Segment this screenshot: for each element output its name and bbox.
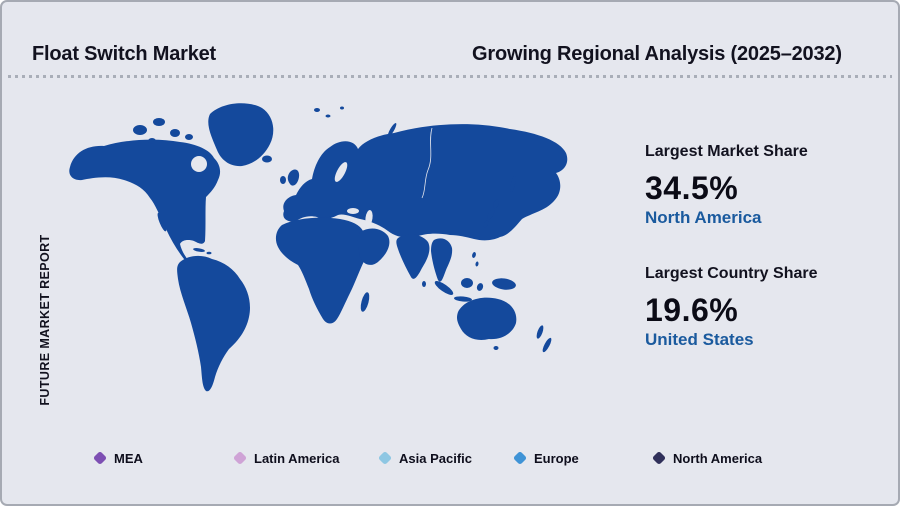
hudson-bay [191,156,207,172]
market-title: Float Switch Market [32,43,217,65]
stat-country-share: Largest Country Share 19.6% United State… [645,265,895,349]
africa-shape [275,217,377,324]
caspian-sea [365,210,373,226]
cuba-island [193,248,205,252]
stat-region: North America [645,208,762,227]
baltic-sea [334,162,348,182]
legend-item-asia-pacific: Asia Pacific [377,449,472,467]
arabia-shape [357,228,390,265]
stat-label: Largest Market Share [645,143,808,160]
ural-border-line [421,127,433,199]
south-america-shape [177,255,250,392]
landmasses [69,103,568,392]
new-zealand-island [542,337,552,353]
arctic-island [185,134,193,140]
sri-lanka-island [422,281,426,287]
indochina-shape [431,238,453,282]
dotted-divider [8,75,892,78]
sulawesi-island [476,283,484,291]
new-zealand-island [536,325,544,339]
borneo-island [461,278,473,288]
sakhalin-island [510,176,516,192]
tasmania-island [493,346,499,350]
svalbard-island [325,114,331,118]
arctic-island [148,138,156,144]
legend-item-latin-america: Latin America [232,449,340,467]
arctic-island [153,118,165,126]
analysis-title: Growing Regional Analysis (2025–2032) [472,43,842,65]
novaya-zemlya [387,123,397,137]
stat-region: United States [645,330,754,349]
stat-market-share: Largest Market Share 34.5% North America [645,143,895,227]
legend-label: MEA [114,450,143,466]
brand-watermark: FUTURE MARKET REPORT [38,234,52,406]
legend-item-europe: Europe [512,449,579,467]
hispaniola-island [206,251,212,255]
sumatra-island [434,281,454,295]
legend-dot [512,450,528,466]
uk-shape [287,169,300,186]
japan-island [483,220,489,228]
legend-label: Latin America [254,450,340,466]
world-map [69,103,568,392]
svalbard-island [340,106,344,110]
legend-item-mea: MEA [92,449,143,467]
japan-island [493,199,499,209]
java-island [454,296,472,302]
ireland-shape [280,176,286,184]
legend-label: Asia Pacific [399,450,472,466]
japan-island [487,208,495,220]
black-sea [347,208,359,214]
madagascar-shape [360,292,370,312]
legend-dot [232,450,248,466]
stat-value: 34.5% [645,170,739,206]
legend-label: Europe [534,450,579,466]
baja-peninsula [157,212,167,232]
australia-shape [457,297,517,340]
north-america-shape [69,139,221,277]
new-guinea-island [492,278,516,290]
philippines-island [475,261,479,267]
greenland-shape [208,103,274,167]
stat-value: 19.6% [645,292,739,328]
stat-label: Largest Country Share [645,265,818,282]
legend-label: North America [673,450,763,466]
legend-item-north-america: North America [651,449,763,467]
svalbard-island [314,108,320,112]
legend-dot [92,450,108,466]
india-shape [396,234,430,279]
legend-dot [377,450,393,466]
iceland-shape [262,155,272,163]
water-details [191,127,433,226]
arctic-island [170,129,180,137]
philippines-island [472,252,476,258]
arctic-island [133,125,147,135]
legend-dot [651,450,667,466]
